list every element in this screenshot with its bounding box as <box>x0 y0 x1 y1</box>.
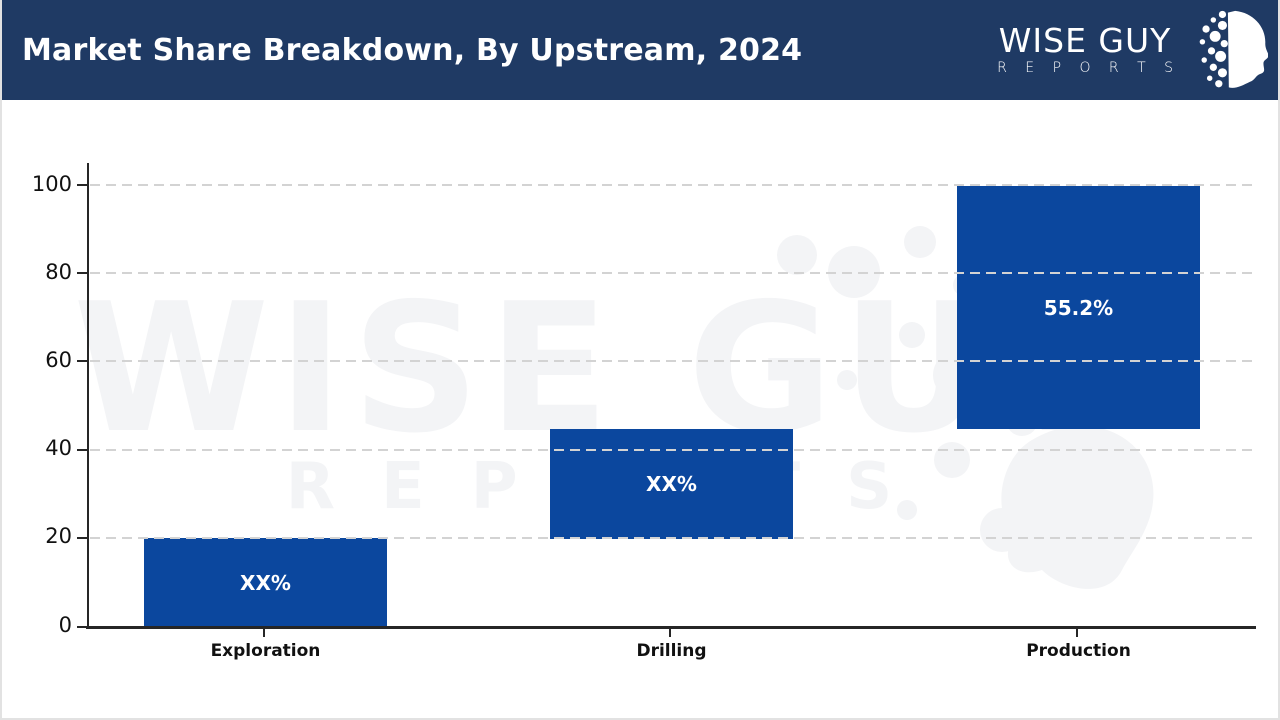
bar-drilling: XX% <box>550 429 793 539</box>
y-tick-40 <box>77 449 88 451</box>
y-tick-label-40: 40 <box>45 436 72 460</box>
y-tick-60 <box>77 360 88 362</box>
bar-label-production: 55.2% <box>1043 295 1114 320</box>
x-label-drilling: Drilling <box>636 641 707 661</box>
brand-logo-sub: R E P O R T S <box>997 60 1180 77</box>
x-label-production: Production <box>1026 641 1131 661</box>
gridline-80 <box>90 272 1255 274</box>
brand-logo-main: WISE GUY <box>998 20 1172 60</box>
y-tick-100 <box>77 184 88 186</box>
y-axis-line <box>87 163 89 629</box>
gridline-60 <box>90 360 1255 362</box>
gridline-100 <box>90 184 1255 186</box>
y-tick-label-60: 60 <box>45 348 72 372</box>
bar-label-drilling: XX% <box>646 472 697 496</box>
gridline-20 <box>90 537 1255 539</box>
bar-label-exploration: XX% <box>240 570 291 595</box>
brand-logo: WISE GUY R E P O R T S <box>990 6 1268 94</box>
header-bar: Market Share Breakdown, By Upstream, 202… <box>2 0 1278 100</box>
brand-logo-text: WISE GUY R E P O R T S <box>990 20 1180 77</box>
bar-exploration: XX% <box>144 538 387 627</box>
page-title: Market Share Breakdown, By Upstream, 202… <box>22 33 803 68</box>
y-tick-0 <box>77 626 88 628</box>
bar-production: 55.2% <box>957 186 1200 429</box>
x-axis-line <box>86 626 1256 629</box>
x-tick-production <box>1076 629 1078 637</box>
y-tick-label-20: 20 <box>45 524 72 548</box>
y-tick-label-100: 100 <box>31 172 72 196</box>
brand-head-icon <box>1199 10 1268 88</box>
y-tick-label-80: 80 <box>45 260 72 284</box>
y-tick-20 <box>77 537 88 539</box>
x-tick-exploration <box>263 629 265 637</box>
x-tick-drilling <box>669 629 671 637</box>
y-tick-80 <box>77 272 88 274</box>
y-tick-label-0: 0 <box>58 613 72 637</box>
gridline-40 <box>90 449 1255 451</box>
x-label-exploration: Exploration <box>210 641 321 661</box>
